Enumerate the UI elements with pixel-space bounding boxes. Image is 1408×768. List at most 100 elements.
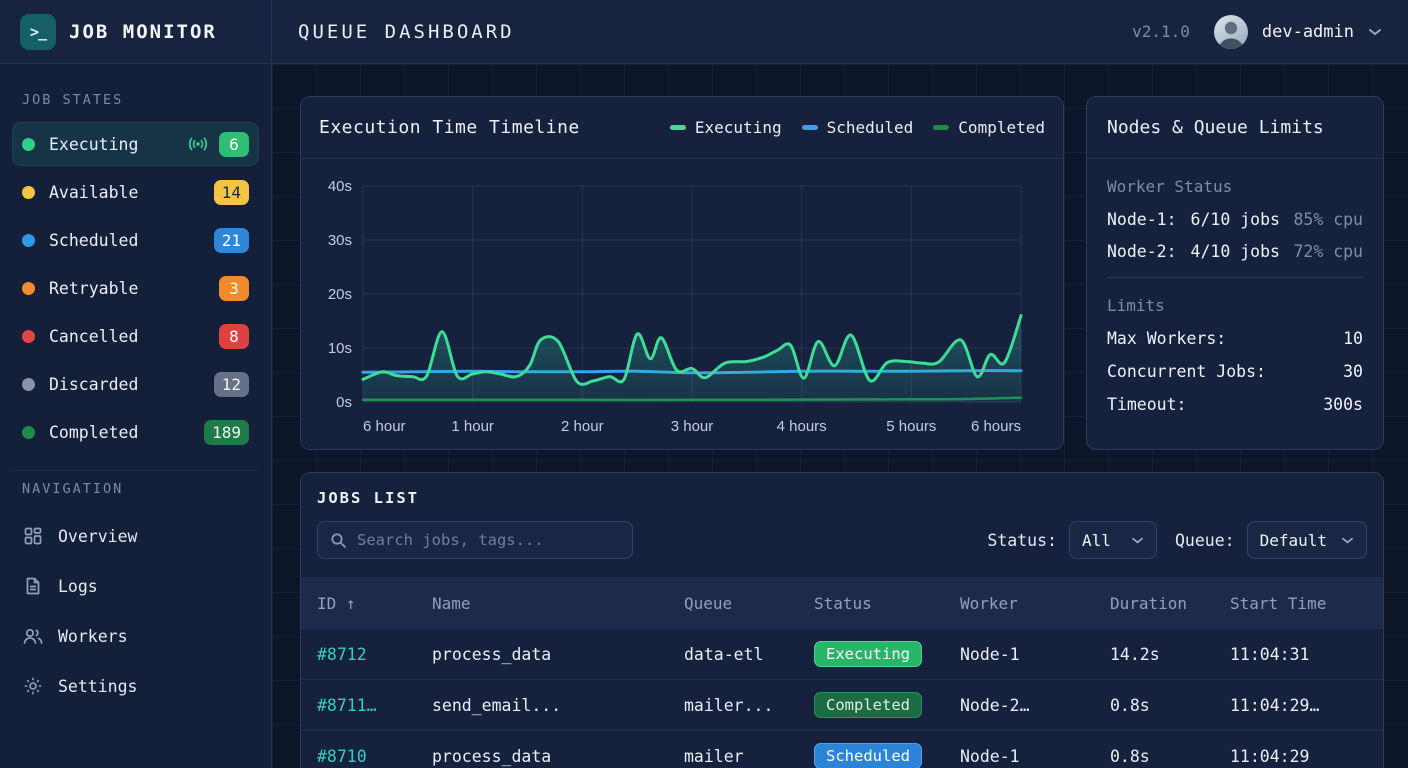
timeline-chart-svg: 0s 10s 20s 30s 40s 6 hour 1 hour 2 hour 3 hour 4 … xyxy=(328,178,1023,435)
status-filter-select[interactable]: All xyxy=(1068,521,1157,559)
navigation-section-label: NAVIGATION xyxy=(22,481,124,497)
job-duration: 0.8s xyxy=(1110,695,1150,715)
limit-label: Concurrent Jobs: xyxy=(1107,362,1266,381)
limit-row-max-workers: Max Workers: 10 xyxy=(1107,329,1363,348)
top-bar-main: QUEUE DASHBOARD v2.1.0 dev-admin xyxy=(272,0,1408,63)
logo-glyph: >_ xyxy=(29,22,47,41)
column-header-status[interactable]: Status xyxy=(814,593,872,613)
column-header-duration[interactable]: Duration xyxy=(1110,593,1188,613)
state-label: Cancelled xyxy=(49,326,139,346)
limit-label: Timeout: xyxy=(1107,395,1187,414)
count-badge: 14 xyxy=(213,179,249,205)
job-states-section-label: JOB STATES xyxy=(22,92,124,108)
legend-item-completed: Completed xyxy=(933,118,1045,137)
queue-filter-value: Default xyxy=(1259,530,1327,550)
jobs-table: ID ↑ Name Queue Status Worker Duration S… xyxy=(301,577,1383,768)
table-row[interactable]: #8712 process_data data-etl Executing No… xyxy=(301,629,1383,680)
grid-icon xyxy=(22,526,44,546)
search-input[interactable] xyxy=(357,531,620,549)
status-filter-label: Status: xyxy=(987,530,1057,550)
status-filter-value: All xyxy=(1081,530,1111,550)
sidebar-item-cancelled[interactable]: Cancelled 8 xyxy=(12,314,259,358)
sidebar-item-discarded[interactable]: Discarded 12 xyxy=(12,362,259,406)
column-header-name[interactable]: Name xyxy=(432,593,471,613)
worker-row-node1: Node-1: 6/10 jobs 85% cpu xyxy=(1107,210,1363,229)
executing-status-dot xyxy=(22,137,35,151)
limit-row-timeout: Timeout: 300s xyxy=(1107,395,1363,414)
nav-label: Settings xyxy=(58,676,138,696)
sidebar-item-settings[interactable]: Settings xyxy=(12,661,259,711)
queue-filter-label: Queue: xyxy=(1174,530,1235,550)
sidebar-item-scheduled[interactable]: Scheduled 21 xyxy=(12,218,259,262)
table-row[interactable]: #8710 process_data mailer Scheduled Node… xyxy=(301,731,1383,768)
node-cpu: 85% cpu xyxy=(1293,210,1363,229)
svg-text:10s: 10s xyxy=(328,340,352,357)
nav-label: Workers xyxy=(58,626,128,646)
status-badge: Executing xyxy=(814,641,922,667)
limits-label: Limits xyxy=(1107,296,1165,315)
nav-label: Overview xyxy=(58,526,138,546)
chevron-down-icon xyxy=(1131,536,1144,545)
count-badge: 6 xyxy=(219,131,249,157)
table-row[interactable]: #8711… send_email... mailer... Completed… xyxy=(301,680,1383,731)
job-worker: Node-1 xyxy=(960,644,1020,664)
svg-text:1 hour: 1 hour xyxy=(451,418,494,435)
sidebar-item-retryable[interactable]: Retryable 3 xyxy=(12,266,259,310)
user-menu[interactable]: dev-admin xyxy=(1261,21,1354,42)
job-queue: mailer xyxy=(684,746,744,766)
search-box[interactable] xyxy=(317,521,633,559)
sidebar-item-logs[interactable]: Logs xyxy=(12,561,259,611)
brand-name: JOB MONITOR xyxy=(69,20,217,43)
state-label: Completed xyxy=(49,422,139,442)
avatar[interactable] xyxy=(1213,14,1248,49)
job-duration: 14.2s xyxy=(1110,644,1160,664)
worker-row-node2: Node-2: 4/10 jobs 72% cpu xyxy=(1107,242,1363,261)
count-badge: 8 xyxy=(219,323,249,349)
node-name: Node-2: xyxy=(1107,242,1177,261)
limit-row-concurrent-jobs: Concurrent Jobs: 30 xyxy=(1107,362,1363,381)
nodes-panel-divider xyxy=(1107,277,1363,278)
chevron-down-icon[interactable] xyxy=(1368,27,1382,37)
svg-text:0s: 0s xyxy=(336,394,352,411)
queue-filter-select[interactable]: Default xyxy=(1246,521,1367,559)
sidebar-item-executing[interactable]: Executing 6 xyxy=(12,122,259,166)
sidebar-item-overview[interactable]: Overview xyxy=(12,511,259,561)
limit-value: 30 xyxy=(1343,362,1363,381)
sidebar-item-completed[interactable]: Completed 189 xyxy=(12,410,259,454)
job-id-link[interactable]: #8712 xyxy=(317,644,367,664)
job-id-link[interactable]: #8711… xyxy=(317,695,377,715)
state-label: Executing xyxy=(49,134,139,154)
column-header-queue[interactable]: Queue xyxy=(684,593,733,613)
column-header-worker[interactable]: Worker xyxy=(960,593,1018,613)
version-label: v2.1.0 xyxy=(1132,22,1190,41)
state-label: Scheduled xyxy=(49,230,139,250)
queue-filter-group: Queue: Default xyxy=(1175,521,1367,559)
legend-label: Executing xyxy=(694,118,782,137)
job-name: process_data xyxy=(432,644,552,664)
svg-text:40s: 40s xyxy=(328,178,352,195)
svg-text:6 hours: 6 hours xyxy=(971,418,1021,435)
column-header-start-time[interactable]: Start Time xyxy=(1230,593,1327,613)
filters: Status: All Queue: Default xyxy=(987,521,1367,559)
job-id-link[interactable]: #8710 xyxy=(317,746,367,766)
chart-plot-area: 0s 10s 20s 30s 40s 6 hour 1 hour 2 hour 3 hour 4 … xyxy=(301,159,1063,449)
legend-item-scheduled: Scheduled xyxy=(801,118,913,137)
main-content: Execution Time Timeline Executing Schedu… xyxy=(272,64,1408,768)
state-label: Available xyxy=(49,182,139,202)
svg-text:2 hour: 2 hour xyxy=(561,418,604,435)
column-header-id[interactable]: ID ↑ xyxy=(317,593,356,613)
limit-label: Max Workers: xyxy=(1107,329,1227,348)
page-title: QUEUE DASHBOARD xyxy=(298,20,515,43)
legend-dash-executing xyxy=(669,125,686,130)
document-icon xyxy=(22,576,44,596)
sidebar-item-available[interactable]: Available 14 xyxy=(12,170,259,214)
job-worker: Node-1 xyxy=(960,746,1020,766)
top-bar: >_ JOB MONITOR QUEUE DASHBOARD v2.1.0 de… xyxy=(0,0,1408,64)
sidebar-item-workers[interactable]: Workers xyxy=(12,611,259,661)
job-start-time: 11:04:29 xyxy=(1230,746,1310,766)
worker-status-label: Worker Status xyxy=(1107,177,1233,196)
chart-header: Execution Time Timeline Executing Schedu… xyxy=(301,97,1063,159)
count-badge: 189 xyxy=(204,419,249,445)
node-cpu: 72% cpu xyxy=(1293,242,1363,261)
